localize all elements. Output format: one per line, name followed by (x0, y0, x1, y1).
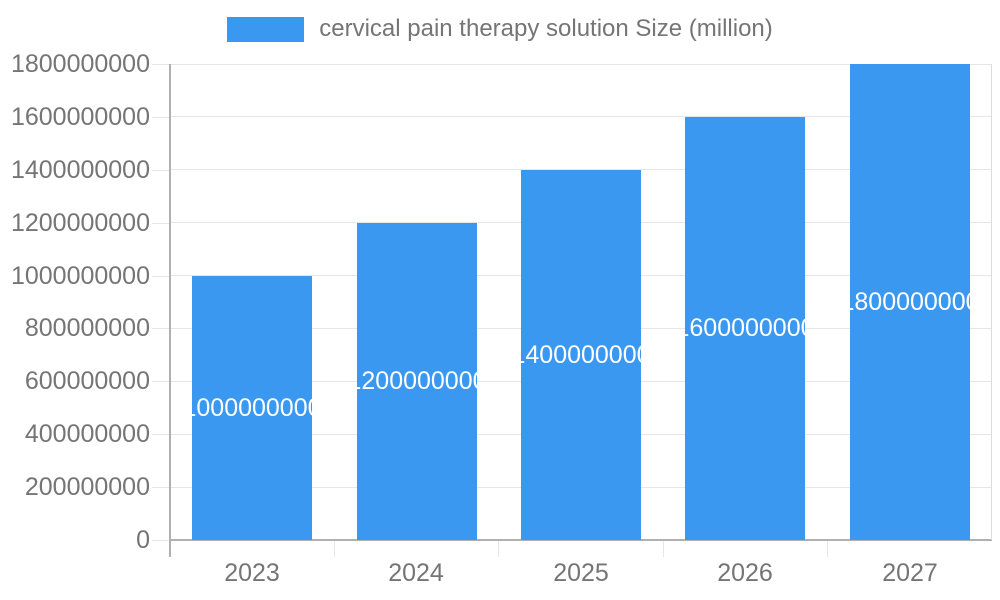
boundary-tick (334, 541, 335, 557)
boundary-tick (827, 541, 828, 557)
bar[interactable]: 1800000000 (850, 64, 970, 540)
plot-area: 1000000000 1200000000 1400000000 1600000000… (170, 64, 992, 541)
x-tick-label: 2024 (388, 559, 444, 587)
y-tick (152, 276, 170, 277)
y-tick-label: 400000000 (24, 420, 150, 448)
bar-value-label: 1200000000 (357, 367, 477, 395)
boundary-tick (498, 541, 499, 557)
y-tick (152, 223, 170, 224)
y-tick-label: 0 (136, 526, 150, 554)
y-tick (152, 381, 170, 382)
gridline (170, 169, 992, 170)
bar-value-label: 1000000000 (192, 393, 312, 422)
bar[interactable]: 1200000000 (357, 223, 477, 540)
plot-right-border (991, 64, 992, 540)
y-tick (152, 434, 170, 435)
bar[interactable]: 1600000000 (685, 117, 805, 540)
gridline (170, 64, 992, 65)
y-tick (152, 487, 170, 488)
bar[interactable]: 1000000000 (192, 276, 312, 540)
y-tick-label: 1200000000 (10, 209, 150, 237)
y-tick-label: 1000000000 (10, 262, 150, 290)
x-tick-label: 2026 (717, 559, 773, 587)
y-tick (152, 328, 170, 329)
bar-value-label: 1600000000 (685, 314, 805, 342)
x-tick-label: 2025 (553, 559, 609, 587)
y-tick-label: 800000000 (24, 314, 150, 342)
y-tick-label: 1800000000 (10, 50, 150, 78)
boundary-tick (663, 541, 664, 557)
y-tick-label: 1600000000 (10, 103, 150, 131)
bar-value-label: 1800000000 (850, 287, 970, 316)
y-axis-line (169, 64, 171, 557)
y-tick-label: 1400000000 (10, 156, 150, 184)
bar-value-label: 1400000000 (521, 340, 641, 369)
y-tick-label: 600000000 (24, 367, 150, 395)
x-tick-label: 2023 (224, 559, 280, 587)
y-tick (152, 540, 170, 541)
y-tick (152, 117, 170, 118)
legend-label: cervical pain therapy solution Size (mil… (319, 15, 773, 42)
legend-swatch (227, 16, 305, 42)
bar[interactable]: 1400000000 (521, 170, 641, 540)
gridline (170, 116, 992, 117)
legend: cervical pain therapy solution Size (mil… (0, 15, 1000, 43)
y-tick-label: 200000000 (24, 473, 150, 501)
x-tick-label: 2027 (882, 559, 938, 587)
y-tick (152, 170, 170, 171)
x-axis-line (170, 539, 992, 541)
y-tick (152, 64, 170, 65)
